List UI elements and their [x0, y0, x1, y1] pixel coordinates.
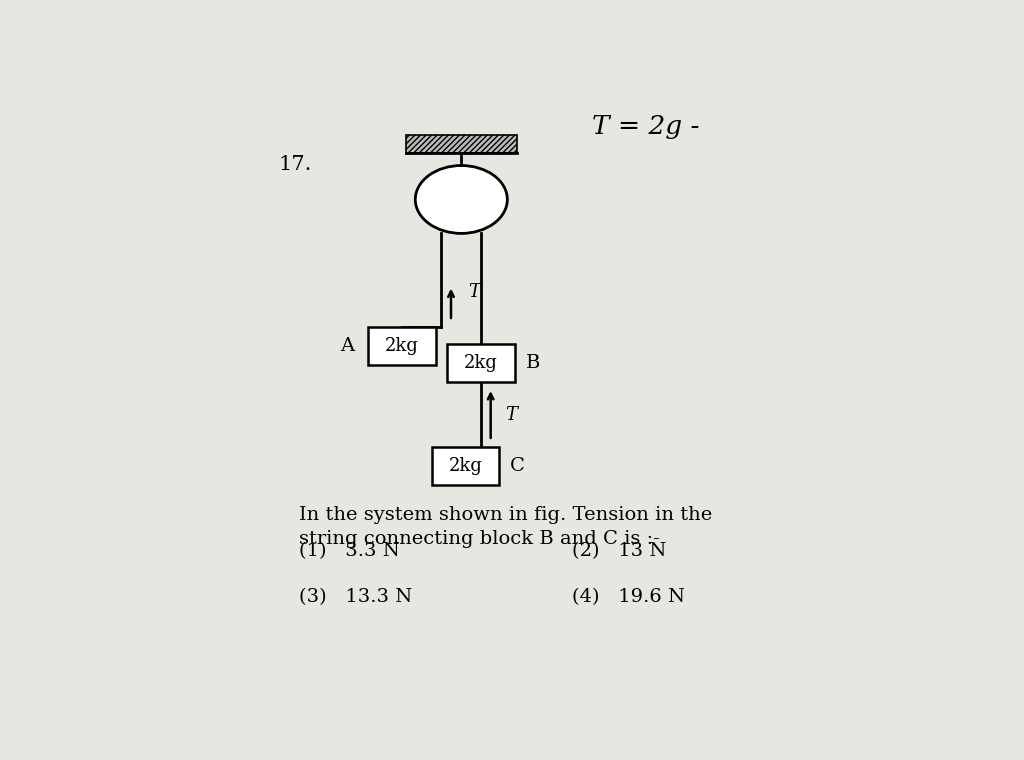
Text: A: A	[340, 337, 353, 355]
Text: B: B	[526, 354, 541, 372]
Text: In the system shown in fig. Tension in the: In the system shown in fig. Tension in t…	[299, 506, 712, 524]
Text: T = 2g -: T = 2g -	[592, 114, 699, 139]
Text: (3)   13.3 N: (3) 13.3 N	[299, 588, 412, 606]
Text: (1)   3.3 N: (1) 3.3 N	[299, 542, 399, 559]
Bar	[447, 344, 515, 382]
Text: C: C	[510, 457, 525, 475]
Text: T: T	[505, 406, 517, 423]
Text: string connecting block B and C is :-: string connecting block B and C is :-	[299, 530, 659, 548]
Circle shape	[416, 166, 507, 233]
Text: 17.: 17.	[279, 155, 312, 174]
Text: T: T	[468, 283, 480, 301]
Text: 2kg: 2kg	[385, 337, 419, 355]
Text: 2kg: 2kg	[464, 354, 498, 372]
Text: 2kg: 2kg	[449, 457, 482, 475]
Bar	[406, 135, 517, 153]
Text: (4)   19.6 N: (4) 19.6 N	[572, 588, 685, 606]
Text: (2)   13 N: (2) 13 N	[572, 542, 667, 559]
Bar	[431, 447, 499, 485]
Bar	[368, 327, 435, 365]
